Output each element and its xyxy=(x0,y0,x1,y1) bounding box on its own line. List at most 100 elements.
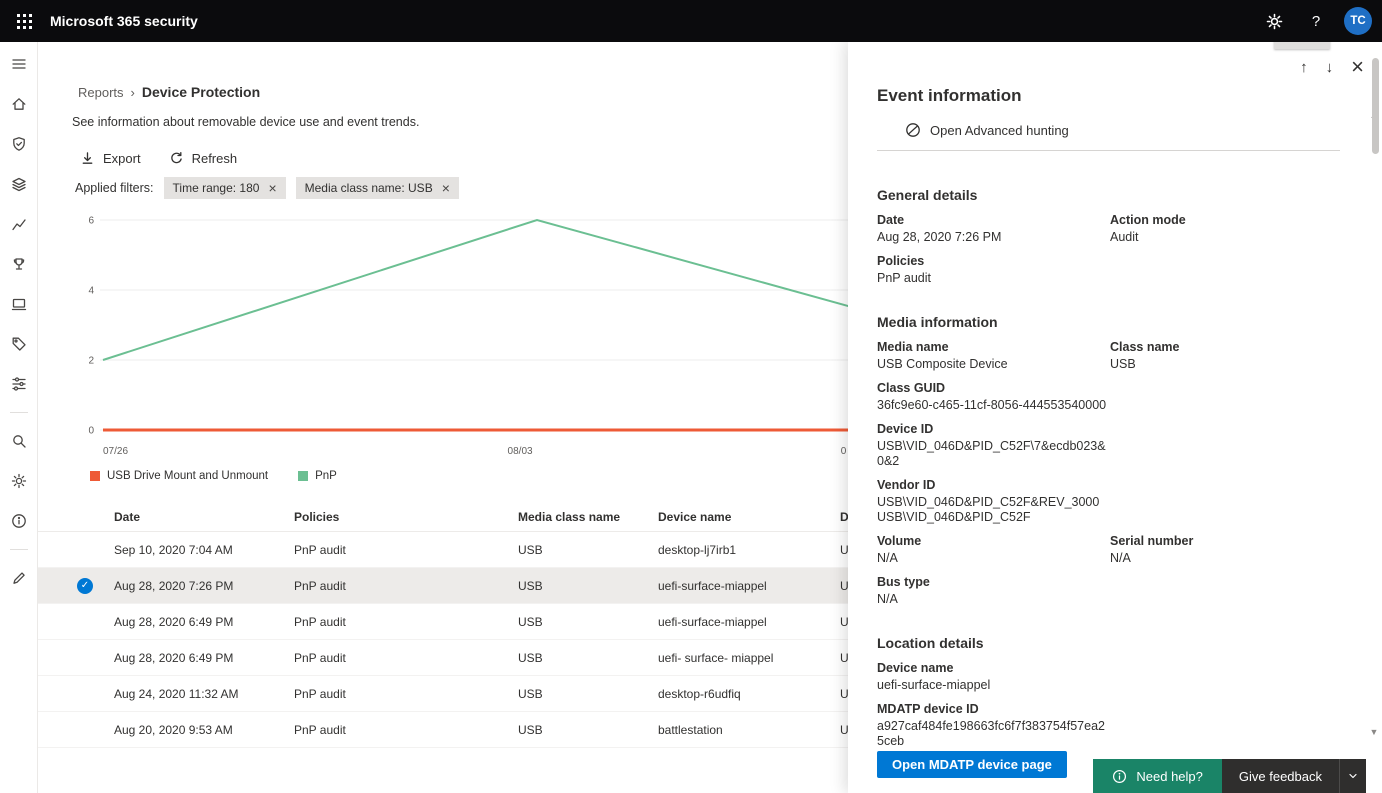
help-button[interactable]: ? xyxy=(1311,12,1321,30)
cell-media-class: USB xyxy=(518,578,543,593)
cell-media-class: USB xyxy=(518,722,543,737)
field: Date Aug 28, 2020 7:26 PM xyxy=(877,213,1110,245)
give-feedback-label: Give feedback xyxy=(1238,768,1322,784)
next-item-button[interactable]: ↓ xyxy=(1325,58,1334,76)
chip-remove-icon[interactable]: × xyxy=(441,180,450,196)
sidebar-item-classification[interactable] xyxy=(0,324,38,364)
waffle-icon xyxy=(16,13,32,29)
cell-device-name: uefi-surface-miappel xyxy=(658,578,767,593)
table-row[interactable]: Aug 24, 2020 11:32 AM PnP audit USB desk… xyxy=(38,676,1382,712)
feedback-collapse-button[interactable] xyxy=(1339,759,1366,793)
left-nav xyxy=(0,42,38,793)
sidebar-item-policies[interactable] xyxy=(0,364,38,404)
legend-item: USB Drive Mount and Unmount xyxy=(90,470,268,482)
field-label: Media name xyxy=(877,340,949,354)
advanced-hunting-icon xyxy=(906,123,920,137)
sidebar-item-secure-score[interactable] xyxy=(0,164,38,204)
section-heading: General details xyxy=(877,187,978,203)
refresh-label: Refresh xyxy=(191,151,238,166)
give-feedback-button[interactable]: Give feedback xyxy=(1221,759,1339,793)
cell-date: Aug 24, 2020 11:32 AM xyxy=(114,686,239,701)
field: Class GUID 36fc9e60-c465-11cf-8056-444553… xyxy=(877,381,1110,413)
filter-chip-time-range[interactable]: Time range: 180 × xyxy=(163,177,286,199)
panel-section: General details Date Aug 28, 2020 7:26 PM A… xyxy=(877,187,1340,286)
sidebar-item-home[interactable] xyxy=(0,84,38,124)
table-row[interactable]: Sep 10, 2020 7:04 AM PnP audit USB deskt… xyxy=(38,532,1382,568)
col-device-name[interactable]: Device name xyxy=(658,509,732,524)
field-label: Policies xyxy=(877,254,925,268)
app-launcher-button[interactable] xyxy=(0,0,48,42)
info-circle-icon xyxy=(1113,769,1127,783)
open-advanced-hunting-button[interactable]: Open Advanced hunting xyxy=(905,122,1382,138)
cell-media-class: USB xyxy=(518,686,543,701)
export-button[interactable]: Export xyxy=(80,151,141,166)
cell-device-id: U xyxy=(840,722,849,737)
legend-label: USB Drive Mount and Unmount xyxy=(107,470,269,482)
field-row: Media name USB Composite Device Class name… xyxy=(877,340,1340,372)
chip-label: Time range: 180 xyxy=(172,181,260,195)
sidebar-item-device-inventory[interactable] xyxy=(0,284,38,324)
event-information-panel: ↑ ↓ × Event information Open Advanced hu… xyxy=(848,42,1382,793)
panel-nav: ↑ ↓ × xyxy=(1300,56,1364,78)
cell-date: Aug 28, 2020 6:49 PM xyxy=(114,650,234,665)
cell-date: Aug 28, 2020 7:26 PM xyxy=(114,578,234,593)
cell-device-id: U xyxy=(840,614,849,629)
sidebar-item-customize[interactable] xyxy=(0,558,38,598)
sidebar-item-info[interactable] xyxy=(0,501,38,541)
col-device-id[interactable]: D xyxy=(840,509,849,524)
field: Policies PnP audit xyxy=(877,254,1110,286)
chip-remove-icon[interactable]: × xyxy=(268,180,277,196)
table-row[interactable]: Aug 28, 2020 6:49 PM PnP audit USB uefi-… xyxy=(38,604,1382,640)
cell-date: Aug 28, 2020 6:49 PM xyxy=(114,614,234,629)
cell-media-class: USB xyxy=(518,542,543,557)
field-value: PnP audit xyxy=(877,271,931,285)
avatar[interactable]: TC xyxy=(1344,7,1372,35)
sidebar-divider xyxy=(9,549,28,550)
table-header: Date Policies Media class name Device na… xyxy=(38,502,1382,532)
sidebar-item-learning-hub[interactable] xyxy=(0,244,38,284)
scroll-down-icon[interactable]: ▼ xyxy=(1369,727,1379,737)
sidebar-item-security[interactable] xyxy=(0,124,38,164)
open-mdatp-device-page-button[interactable]: Open MDATP device page xyxy=(877,751,1067,778)
scrollbar-thumb[interactable] xyxy=(1372,58,1379,154)
filter-chip-media-class[interactable]: Media class name: USB × xyxy=(295,177,459,199)
field-value: uefi-surface-miappel xyxy=(877,678,991,692)
section-heading: Location details xyxy=(877,635,984,651)
sidebar-divider xyxy=(9,412,28,413)
field-row: Bus type N/A xyxy=(877,575,1340,607)
table-row[interactable]: Aug 28, 2020 6:49 PM PnP audit USB uefi-… xyxy=(38,640,1382,676)
field-row: Vendor ID USB\VID_046D&PID_C52F&REV_3000 … xyxy=(877,478,1340,525)
applied-filters: Applied filters: Time range: 180 × Media… xyxy=(75,177,1382,199)
settings-gear-button[interactable] xyxy=(1260,7,1288,35)
breadcrumb-reports-link[interactable]: Reports xyxy=(78,85,124,100)
col-policies[interactable]: Policies xyxy=(294,509,340,524)
need-help-label: Need help? xyxy=(1136,768,1203,784)
breadcrumb-separator: › xyxy=(130,85,135,100)
cell-policies: PnP audit xyxy=(294,578,346,593)
close-panel-button[interactable]: × xyxy=(1351,54,1364,79)
menu-icon xyxy=(11,59,26,69)
field: Bus type N/A xyxy=(877,575,1110,607)
legend-label: PnP xyxy=(315,470,337,482)
svg-text:0: 0 xyxy=(88,426,94,437)
field-row: MDATP device ID a927caf484fe198663fc6f7f3… xyxy=(877,702,1340,749)
need-help-button[interactable]: Need help? xyxy=(1093,759,1222,793)
svg-text:08/03: 08/03 xyxy=(508,446,533,457)
selected-check-icon: ✓ xyxy=(77,577,93,594)
table-row[interactable]: Aug 20, 2020 9:53 AM PnP audit USB battl… xyxy=(38,712,1382,748)
sidebar-item-reports[interactable] xyxy=(0,204,38,244)
previous-item-button[interactable]: ↑ xyxy=(1300,58,1308,76)
col-media-class[interactable]: Media class name xyxy=(518,509,621,524)
sidebar-item-hunting[interactable] xyxy=(0,421,38,461)
nav-menu-button[interactable] xyxy=(0,44,38,84)
field: Media name USB Composite Device xyxy=(877,340,1110,372)
field-value: Audit xyxy=(1110,230,1139,244)
panel-scrollbar[interactable]: ▲ ▼ xyxy=(1368,110,1380,737)
col-date[interactable]: Date xyxy=(114,509,141,524)
refresh-button[interactable]: Refresh xyxy=(169,151,238,166)
sidebar-item-settings[interactable] xyxy=(0,461,38,501)
row-select[interactable]: ✓ xyxy=(38,577,114,594)
field: Device ID USB\VID_046D&PID_C52F\7&ecdb023… xyxy=(877,422,1110,469)
field-value: 36fc9e60-c465-11cf-8056-444553540000 xyxy=(877,398,1107,412)
info-icon xyxy=(11,514,26,528)
